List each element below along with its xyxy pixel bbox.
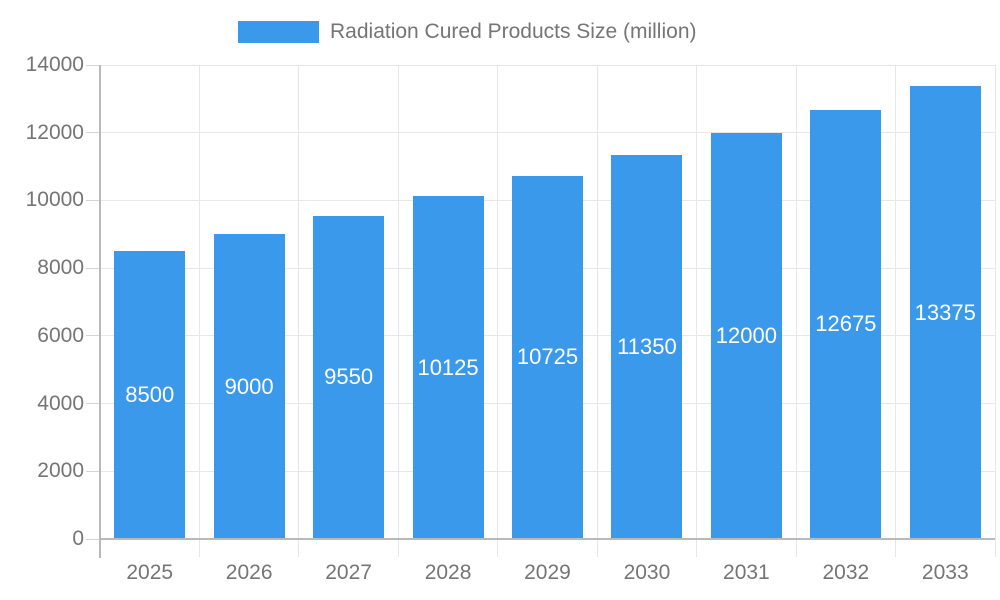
x-axis-tick bbox=[198, 539, 200, 557]
bar-2032 bbox=[810, 109, 882, 539]
x-gridline bbox=[596, 65, 598, 539]
x-axis-tick bbox=[895, 539, 897, 557]
bar-2026 bbox=[213, 234, 285, 539]
bar-value-label: 13375 bbox=[914, 299, 976, 325]
x-axis-tick bbox=[298, 539, 300, 557]
bar-value-label: 8500 bbox=[125, 382, 175, 408]
x-axis-label: 2031 bbox=[723, 561, 770, 584]
x-axis-tick bbox=[397, 539, 399, 557]
bar-value-label: 10725 bbox=[516, 344, 579, 370]
x-axis-tick bbox=[994, 539, 996, 557]
x-gridline bbox=[795, 65, 797, 539]
y-axis-label: 14000 bbox=[25, 53, 84, 76]
x-axis-tick bbox=[696, 539, 698, 557]
legend-label: Radiation Cured Products Size (million) bbox=[330, 20, 697, 43]
bar-value-label: 12000 bbox=[715, 322, 777, 348]
x-gridline bbox=[696, 65, 698, 539]
x-axis-tick bbox=[497, 539, 499, 557]
x-axis-label: 2028 bbox=[424, 561, 472, 584]
x-axis-label: 2029 bbox=[524, 561, 571, 584]
y-axis-label: 0 bbox=[72, 527, 84, 550]
bar-2027 bbox=[313, 215, 385, 539]
y-axis-label: 2000 bbox=[37, 459, 84, 483]
bar-value-label: 11350 bbox=[617, 333, 677, 359]
legend-swatch bbox=[238, 21, 319, 43]
bar-value-label: 12675 bbox=[815, 311, 877, 337]
x-axis-tick bbox=[795, 539, 797, 557]
y-axis-label: 10000 bbox=[25, 188, 84, 212]
x-axis-label: 2032 bbox=[822, 561, 870, 584]
y-axis-line bbox=[98, 65, 101, 558]
x-gridline bbox=[497, 65, 499, 539]
x-axis-label: 2025 bbox=[126, 561, 174, 584]
x-axis-label: 2030 bbox=[623, 561, 671, 584]
x-gridline bbox=[198, 65, 200, 539]
x-gridline bbox=[397, 65, 399, 539]
x-axis-label: 2027 bbox=[325, 561, 372, 584]
y-axis-label: 4000 bbox=[37, 391, 84, 415]
bar-value-label: 9000 bbox=[224, 373, 274, 399]
bar-2029 bbox=[512, 175, 583, 539]
bar-2031 bbox=[710, 132, 782, 539]
x-axis-line bbox=[100, 538, 995, 540]
x-axis-tick bbox=[596, 539, 598, 557]
bar-value-label: 9550 bbox=[324, 364, 374, 390]
y-axis-label: 12000 bbox=[25, 120, 84, 144]
bar-2033 bbox=[909, 86, 981, 539]
bar-2028 bbox=[412, 196, 484, 539]
y-axis-label: 8000 bbox=[37, 256, 84, 280]
x-axis-label: 2026 bbox=[225, 561, 273, 584]
y-axis-label: 6000 bbox=[37, 323, 84, 347]
bar-value-label: 10125 bbox=[417, 354, 479, 380]
x-gridline bbox=[298, 65, 300, 539]
x-axis-label: 2033 bbox=[921, 561, 969, 584]
y-gridline bbox=[100, 64, 995, 66]
bar-2025 bbox=[114, 251, 186, 539]
bar-2030 bbox=[611, 154, 683, 539]
